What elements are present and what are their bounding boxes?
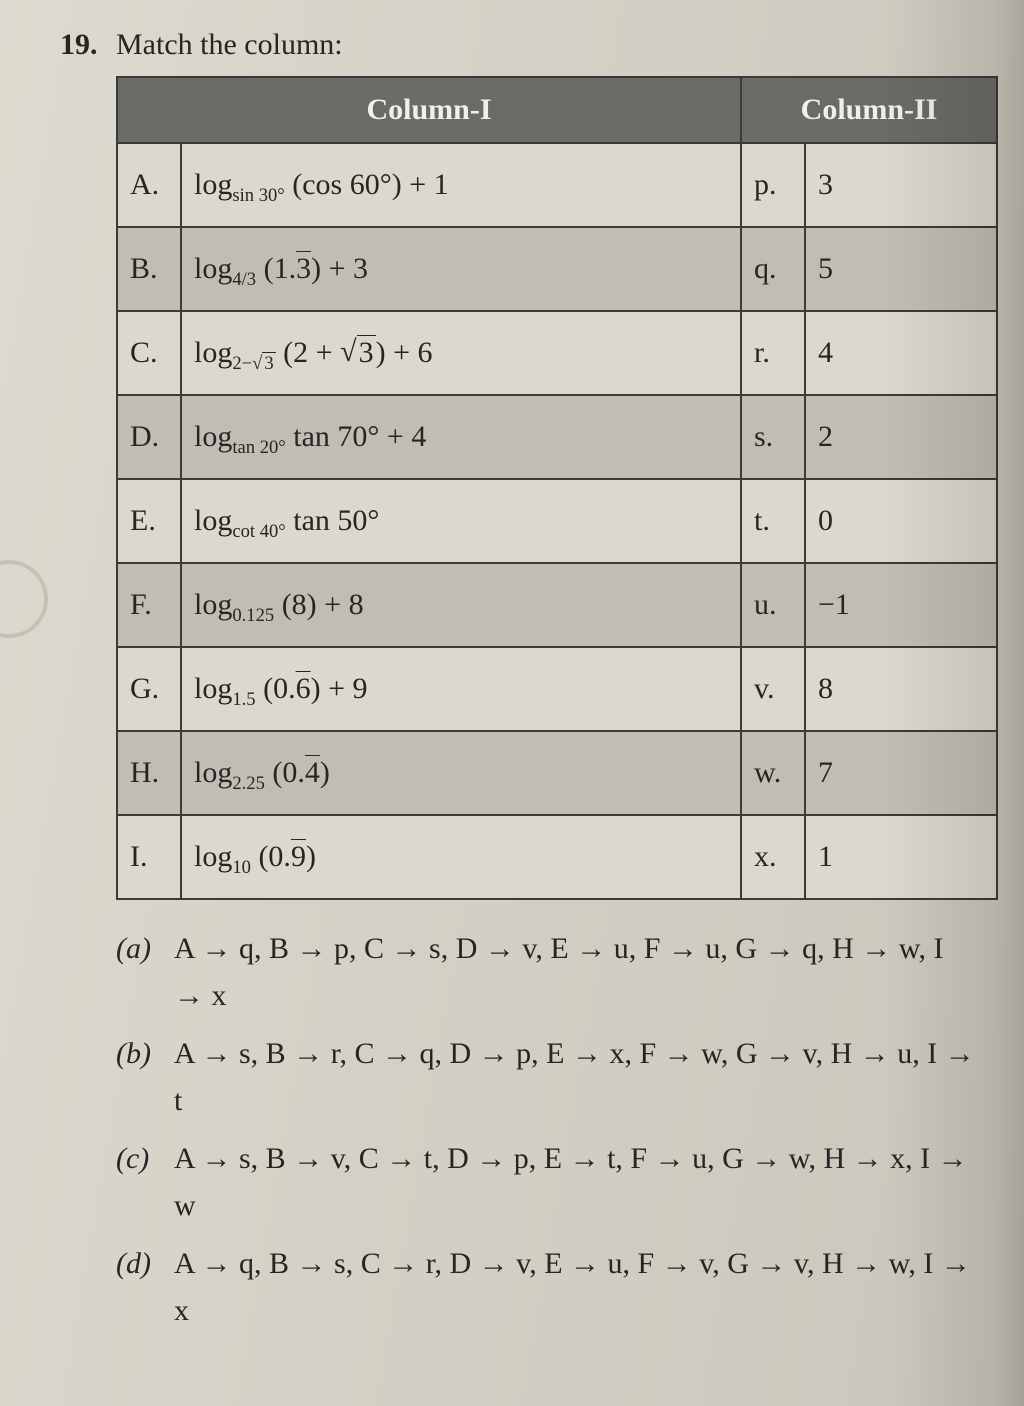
column-2-header: Column-II [741,77,997,143]
table-row: A.logsin 30° (cos 60°) + 1p.3 [117,143,997,227]
row-option-value: 2 [805,395,997,479]
row-option-value: 0 [805,479,997,563]
row-letter: B. [117,227,181,311]
row-option-letter: s. [741,395,805,479]
row-expression: logtan 20° tan 70° + 4 [181,395,741,479]
table-row: C.log2−3 (2 + 3) + 6r.4 [117,311,997,395]
answer-option-label: (d) [116,1241,174,1288]
row-option-letter: q. [741,227,805,311]
table-row: E.logcot 40° tan 50°t.0 [117,479,997,563]
table-row: B.log4/3 (1.3) + 3q.5 [117,227,997,311]
row-option-value: 3 [805,143,997,227]
row-option-value: 1 [805,815,997,899]
answer-option-label: (c) [116,1136,174,1183]
answer-option-text: A → s, B → r, C → q, D → p, E → x, F → w… [174,1031,978,1124]
row-expression: logcot 40° tan 50° [181,479,741,563]
row-letter: C. [117,311,181,395]
row-option-value: 8 [805,647,997,731]
row-letter: I. [117,815,181,899]
row-option-value: 5 [805,227,997,311]
table-row: D.logtan 20° tan 70° + 4s.2 [117,395,997,479]
row-letter: F. [117,563,181,647]
row-option-value: 4 [805,311,997,395]
row-option-letter: x. [741,815,805,899]
row-expression: log10 (0.9) [181,815,741,899]
worksheet-page: 19. Match the column: Column-I Column-II… [0,0,1024,1406]
row-option-letter: v. [741,647,805,731]
answer-option: (b)A → s, B → r, C → q, D → p, E → x, F … [116,1031,978,1124]
row-expression: log0.125 (8) + 8 [181,563,741,647]
row-expression: logsin 30° (cos 60°) + 1 [181,143,741,227]
row-letter: G. [117,647,181,731]
row-expression: log2.25 (0.4) [181,731,741,815]
table-row: G.log1.5 (0.6) + 9v.8 [117,647,997,731]
answer-option-label: (a) [116,926,174,973]
table-row: F.log0.125 (8) + 8u.−1 [117,563,997,647]
answer-option: (d)A → q, B → s, C → r, D → v, E → u, F … [116,1241,978,1334]
row-option-letter: r. [741,311,805,395]
question-title: Match the column: [116,28,343,62]
row-option-letter: u. [741,563,805,647]
row-option-letter: p. [741,143,805,227]
row-letter: H. [117,731,181,815]
match-table: Column-I Column-II A.logsin 30° (cos 60°… [116,76,998,900]
table-row: H.log2.25 (0.4)w.7 [117,731,997,815]
answer-option-text: A → q, B → s, C → r, D → v, E → u, F → v… [174,1241,978,1334]
answer-options: (a)A → q, B → p, C → s, D → v, E → u, F … [116,926,978,1334]
row-letter: E. [117,479,181,563]
answer-option-text: A → q, B → p, C → s, D → v, E → u, F → u… [174,926,978,1019]
answer-option: (a)A → q, B → p, C → s, D → v, E → u, F … [116,926,978,1019]
row-option-letter: t. [741,479,805,563]
row-expression: log1.5 (0.6) + 9 [181,647,741,731]
row-expression: log4/3 (1.3) + 3 [181,227,741,311]
answer-option-label: (b) [116,1031,174,1078]
column-1-header: Column-I [117,77,741,143]
question-line: 19. Match the column: [60,28,978,62]
row-expression: log2−3 (2 + 3) + 6 [181,311,741,395]
page-hole-decoration [0,560,48,638]
answer-option: (c)A → s, B → v, C → t, D → p, E → t, F … [116,1136,978,1229]
table-row: I.log10 (0.9)x.1 [117,815,997,899]
row-letter: A. [117,143,181,227]
row-option-value: −1 [805,563,997,647]
row-option-value: 7 [805,731,997,815]
row-option-letter: w. [741,731,805,815]
row-letter: D. [117,395,181,479]
question-number: 19. [60,28,116,62]
table-header-row: Column-I Column-II [117,77,997,143]
answer-option-text: A → s, B → v, C → t, D → p, E → t, F → u… [174,1136,978,1229]
